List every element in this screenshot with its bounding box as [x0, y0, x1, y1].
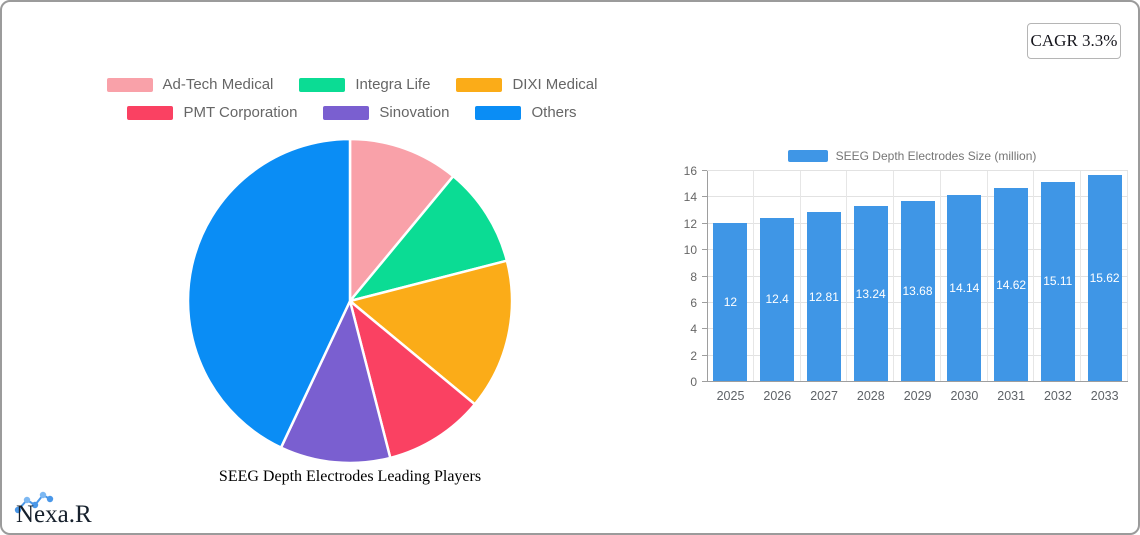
bar-2031[interactable] [994, 188, 1029, 381]
y-axis-label: 4 [690, 322, 697, 337]
network-dot [14, 506, 22, 514]
gridline-horizontal [707, 196, 1128, 198]
pie-legend-label: PMT Corporation [183, 104, 298, 121]
cagr-badge-label: CAGR 3.3% [1030, 31, 1118, 50]
gridline-vertical [939, 171, 941, 382]
y-axis-tick [702, 249, 707, 251]
x-axis-label: 2026 [763, 389, 792, 403]
bar-plot-area: 0 2 4 6 8 10 12 14 16 12 2025 12.4 2026 12.81 2027 13.2… [684, 164, 1128, 403]
y-axis-tick [702, 170, 707, 171]
pie-legend-swatch [323, 105, 370, 120]
pie-legend-label: Sinovation [379, 104, 450, 121]
pie-legend-label: Ad-Tech Medical [162, 76, 274, 93]
pie-chart-title: SEEG Depth Electrodes Leading Players [218, 468, 482, 485]
pie-slice-sinovation[interactable] [279, 299, 392, 465]
pie-slice-dixi-medical[interactable] [348, 259, 514, 406]
network-dot [23, 496, 31, 504]
pie-legend-item[interactable]: PMT Corporation [127, 104, 297, 121]
pie-legend-swatch [127, 105, 174, 120]
x-axis-label: 2032 [1043, 389, 1072, 403]
bar-legend-label: SEEG Depth Electrodes Size (million) [835, 149, 1037, 163]
x-axis-label: 2031 [997, 389, 1026, 403]
pie-legend-swatch [106, 77, 153, 92]
y-axis-tick [702, 196, 707, 198]
y-axis-label: 8 [690, 269, 697, 284]
y-axis-label: 0 [690, 375, 697, 389]
bar-chart: SEEG Depth Electrodes Size (million) 0 2 4… [682, 145, 1138, 415]
pie-legend-item[interactable]: Integra Life [299, 76, 430, 93]
bar-2026[interactable] [760, 217, 795, 381]
pie-legend-row: PMT Corporation Sinovation Others [127, 104, 577, 121]
x-axis-label: 2028 [856, 389, 885, 403]
network-dot [31, 501, 39, 509]
pie-legend-row: Ad-Tech Medical Integra Life DIXI Medical [106, 76, 597, 93]
y-axis-tick [702, 301, 707, 303]
y-axis-label: 14 [683, 190, 697, 205]
brand-logo: Nexa.R [12, 488, 152, 533]
bar-chart-legend-item[interactable]: SEEG Depth Electrodes Size (million) [682, 149, 1138, 163]
y-axis-tick [702, 222, 707, 224]
pie-slice-ad-tech-medical[interactable] [348, 137, 455, 303]
pie-legend-swatch [475, 105, 522, 120]
pie-legend: Ad-Tech Medical Integra Life DIXI Medical P… [42, 76, 662, 121]
gridline-vertical [1033, 171, 1035, 382]
bar-2028[interactable] [853, 206, 888, 381]
pie-legend-label: Others [531, 104, 577, 121]
network-dot [46, 495, 54, 503]
x-axis-label: 2027 [810, 389, 838, 403]
gridline-vertical [893, 171, 895, 382]
bar-2027[interactable] [806, 212, 841, 381]
gridline-horizontal [707, 170, 1128, 171]
x-axis-label: 2033 [1090, 389, 1119, 403]
y-axis-label: 2 [690, 348, 697, 363]
network-dot [39, 491, 47, 499]
y-axis-label: 16 [683, 164, 697, 178]
y-axis-tick [702, 381, 707, 382]
pie-legend-item[interactable]: Ad-Tech Medical [106, 76, 274, 93]
pie-legend-item[interactable]: Sinovation [323, 104, 449, 121]
bar-2029[interactable] [900, 200, 935, 381]
y-axis-label: 10 [683, 243, 697, 258]
pie-legend-swatch [456, 77, 503, 92]
cagr-badge: CAGR 3.3% [1027, 23, 1121, 59]
y-axis-tick [702, 328, 707, 330]
gridline-vertical [1080, 171, 1082, 382]
bar-2033[interactable] [1087, 175, 1122, 381]
x-axis-line [707, 381, 1128, 382]
gridline-vertical [1127, 171, 1128, 382]
x-axis-label: 2025 [716, 389, 745, 403]
gridline-vertical [846, 171, 848, 382]
bar-legend-swatch [787, 150, 828, 162]
x-axis-label: 2029 [903, 389, 932, 403]
pie-legend-swatch [299, 77, 346, 92]
pie-legend-label: Integra Life [355, 76, 431, 93]
gridline-vertical [752, 171, 754, 382]
pie-chart [186, 137, 514, 465]
pie-legend-item[interactable]: DIXI Medical [456, 76, 597, 93]
bar-2025[interactable] [713, 222, 748, 381]
pie-slice-others[interactable] [186, 137, 352, 449]
y-axis-label: 6 [690, 295, 697, 310]
gridline-vertical [986, 171, 988, 382]
bar-2030[interactable] [947, 194, 982, 381]
network-dots-icon [14, 491, 54, 514]
y-axis-label: 12 [683, 216, 697, 231]
y-axis-line [707, 171, 708, 382]
pie-legend-label: DIXI Medical [512, 76, 598, 93]
brand-name: Nexa.R [16, 501, 92, 528]
gridline-vertical [799, 171, 801, 382]
y-axis-tick [702, 275, 707, 277]
pie-legend-item[interactable]: Others [475, 104, 577, 121]
bar-2032[interactable] [1040, 181, 1075, 381]
x-axis-label: 2030 [950, 389, 979, 403]
y-axis-tick [702, 354, 707, 356]
